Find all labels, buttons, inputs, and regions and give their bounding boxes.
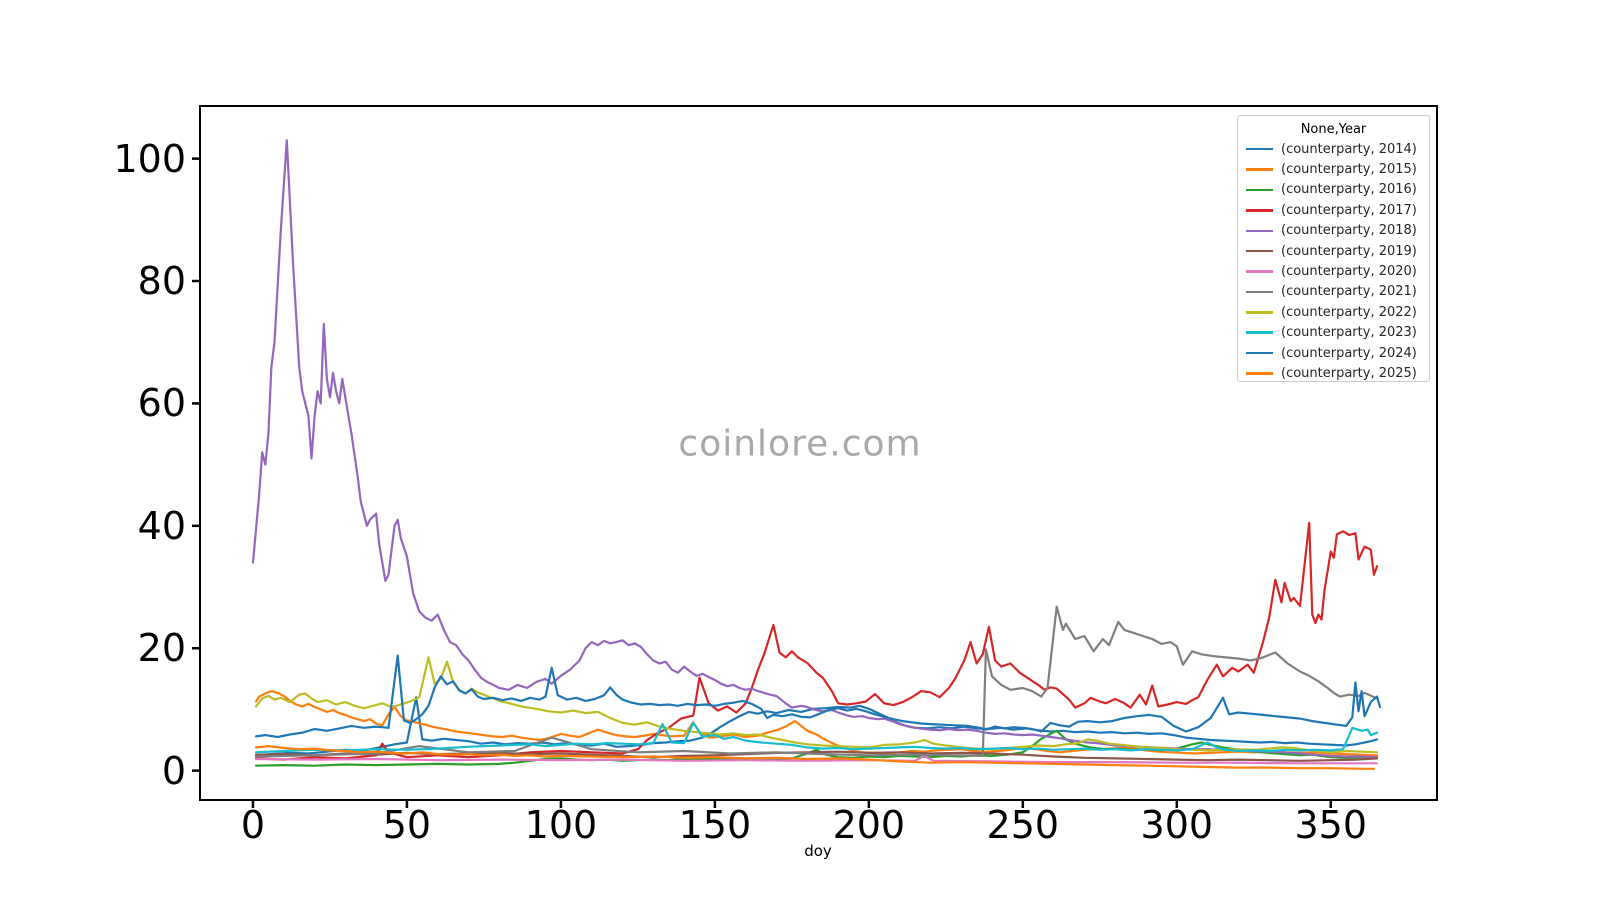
legend-swatch [1246,270,1273,273]
series-line [254,521,1379,761]
legend-item: (counterparty, 2020) [1238,261,1429,281]
legend-label: (counterparty, 2018) [1281,223,1417,239]
x-tick-label: 300 [1140,803,1214,847]
x-tick-label: 350 [1294,803,1368,847]
legend-label: (counterparty, 2015) [1281,162,1417,178]
legend-item: (counterparty, 2016) [1238,180,1429,200]
legend-item: (counterparty, 2023) [1238,323,1429,343]
legend-swatch [1246,188,1273,192]
legend-label: (counterparty, 2020) [1281,264,1417,280]
x-tick-label: 100 [524,803,598,847]
legend-label: (counterparty, 2019) [1281,243,1417,259]
legend-swatch [1246,168,1273,171]
x-tick-label: 0 [240,803,266,847]
series-line [254,654,1382,739]
legend-item: (counterparty, 2017) [1238,200,1429,220]
legend-label: (counterparty, 2017) [1281,202,1417,218]
y-tick-label: 60 [137,381,186,426]
legend-swatch [1246,229,1273,232]
legend-item: (counterparty, 2022) [1238,302,1429,322]
legend-swatch [1246,372,1273,375]
x-tick-label: 150 [678,803,752,847]
legend-swatch [1246,331,1273,334]
legend-item: (counterparty, 2021) [1238,282,1429,302]
legend-label: (counterparty, 2024) [1281,345,1417,361]
legend-swatch [1246,147,1273,151]
legend-swatch [1246,290,1273,294]
legend-label: (counterparty, 2021) [1281,284,1417,300]
x-axis-label: doy [804,842,832,860]
legend-swatch [1246,249,1273,253]
legend-label: (counterparty, 2014) [1281,141,1417,157]
legend-label: (counterparty, 2022) [1281,304,1417,320]
legend-label: (counterparty, 2023) [1281,325,1417,341]
series-line [254,744,1376,770]
series-line [254,696,1379,757]
legend-item: (counterparty, 2015) [1238,159,1429,179]
series-line [251,139,1379,759]
series-line [254,721,1379,754]
y-tick-label: 100 [113,136,186,181]
watermark: coinlore.com [678,423,922,465]
plot-border [199,105,1438,801]
legend: None,Year (counterparty, 2014) (counterpa… [1237,115,1430,382]
y-tick-label: 40 [137,503,186,548]
legend-title: None,Year [1300,122,1367,137]
y-tick-label: 0 [161,748,186,793]
x-tick-label: 250 [986,803,1060,847]
legend-swatch [1246,209,1273,212]
x-tick-label: 200 [832,803,906,847]
legend-items: (counterparty, 2014) (counterparty, 2015)… [1238,139,1429,384]
legend-item: (counterparty, 2025) [1238,363,1429,383]
legend-item: (counterparty, 2014) [1238,139,1429,159]
legend-item: (counterparty, 2024) [1238,343,1429,363]
legend-label: (counterparty, 2025) [1281,365,1417,381]
legend-item: (counterparty, 2019) [1238,241,1429,261]
x-tick-label: 50 [382,803,432,847]
legend-swatch [1246,351,1273,355]
legend-label: (counterparty, 2016) [1281,182,1417,198]
legend-swatch [1246,311,1273,314]
y-tick-label: 80 [137,259,186,304]
series-line [254,656,1379,754]
legend-item: (counterparty, 2018) [1238,221,1429,241]
y-tick-label: 20 [137,626,186,671]
series-line [254,605,1379,758]
